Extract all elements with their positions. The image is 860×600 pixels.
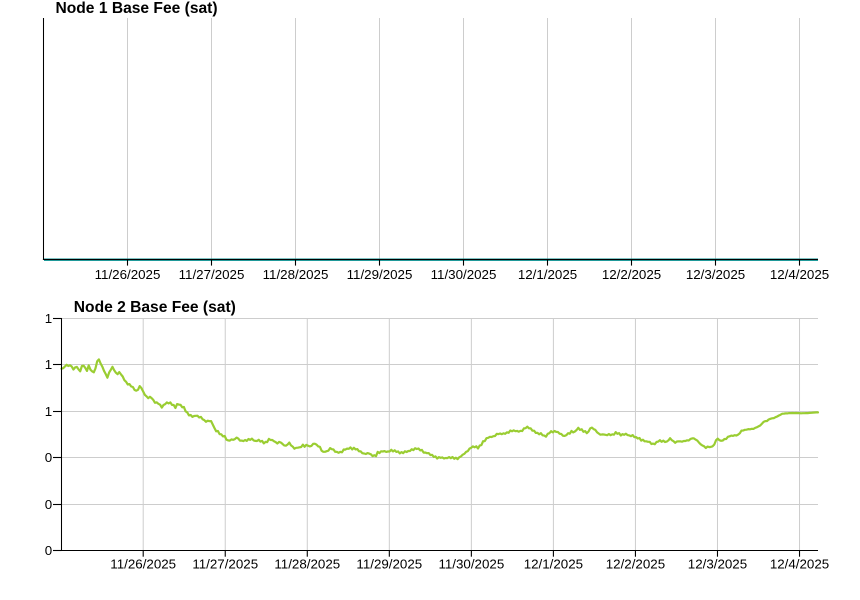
svg-text:1: 1: [45, 357, 52, 372]
svg-text:12/1/2025: 12/1/2025: [518, 267, 577, 282]
svg-text:11/28/2025: 11/28/2025: [263, 267, 329, 282]
svg-text:0: 0: [45, 497, 52, 512]
svg-text:12/4/2025: 12/4/2025: [770, 267, 829, 282]
svg-text:1: 1: [45, 404, 52, 419]
svg-text:Node 1 Base Fee (sat): Node 1 Base Fee (sat): [56, 0, 218, 17]
svg-text:12/3/2025: 12/3/2025: [688, 557, 747, 572]
svg-text:11/28/2025: 11/28/2025: [274, 557, 340, 572]
svg-text:11/26/2025: 11/26/2025: [95, 267, 161, 282]
svg-text:11/29/2025: 11/29/2025: [347, 267, 413, 282]
svg-text:12/1/2025: 12/1/2025: [524, 557, 583, 572]
svg-text:11/27/2025: 11/27/2025: [192, 557, 258, 572]
svg-text:12/4/2025: 12/4/2025: [770, 557, 829, 572]
svg-text:12/2/2025: 12/2/2025: [606, 557, 665, 572]
svg-text:11/26/2025: 11/26/2025: [110, 557, 176, 572]
svg-text:11/29/2025: 11/29/2025: [356, 557, 422, 572]
svg-text:12/2/2025: 12/2/2025: [602, 267, 661, 282]
svg-text:12/3/2025: 12/3/2025: [686, 267, 745, 282]
svg-text:0: 0: [45, 450, 52, 465]
svg-text:1: 1: [45, 311, 52, 326]
svg-text:11/30/2025: 11/30/2025: [438, 557, 504, 572]
svg-text:11/30/2025: 11/30/2025: [431, 267, 497, 282]
svg-text:0: 0: [45, 543, 52, 558]
svg-text:Node 2 Base Fee (sat): Node 2 Base Fee (sat): [74, 299, 236, 316]
svg-text:11/27/2025: 11/27/2025: [179, 267, 245, 282]
